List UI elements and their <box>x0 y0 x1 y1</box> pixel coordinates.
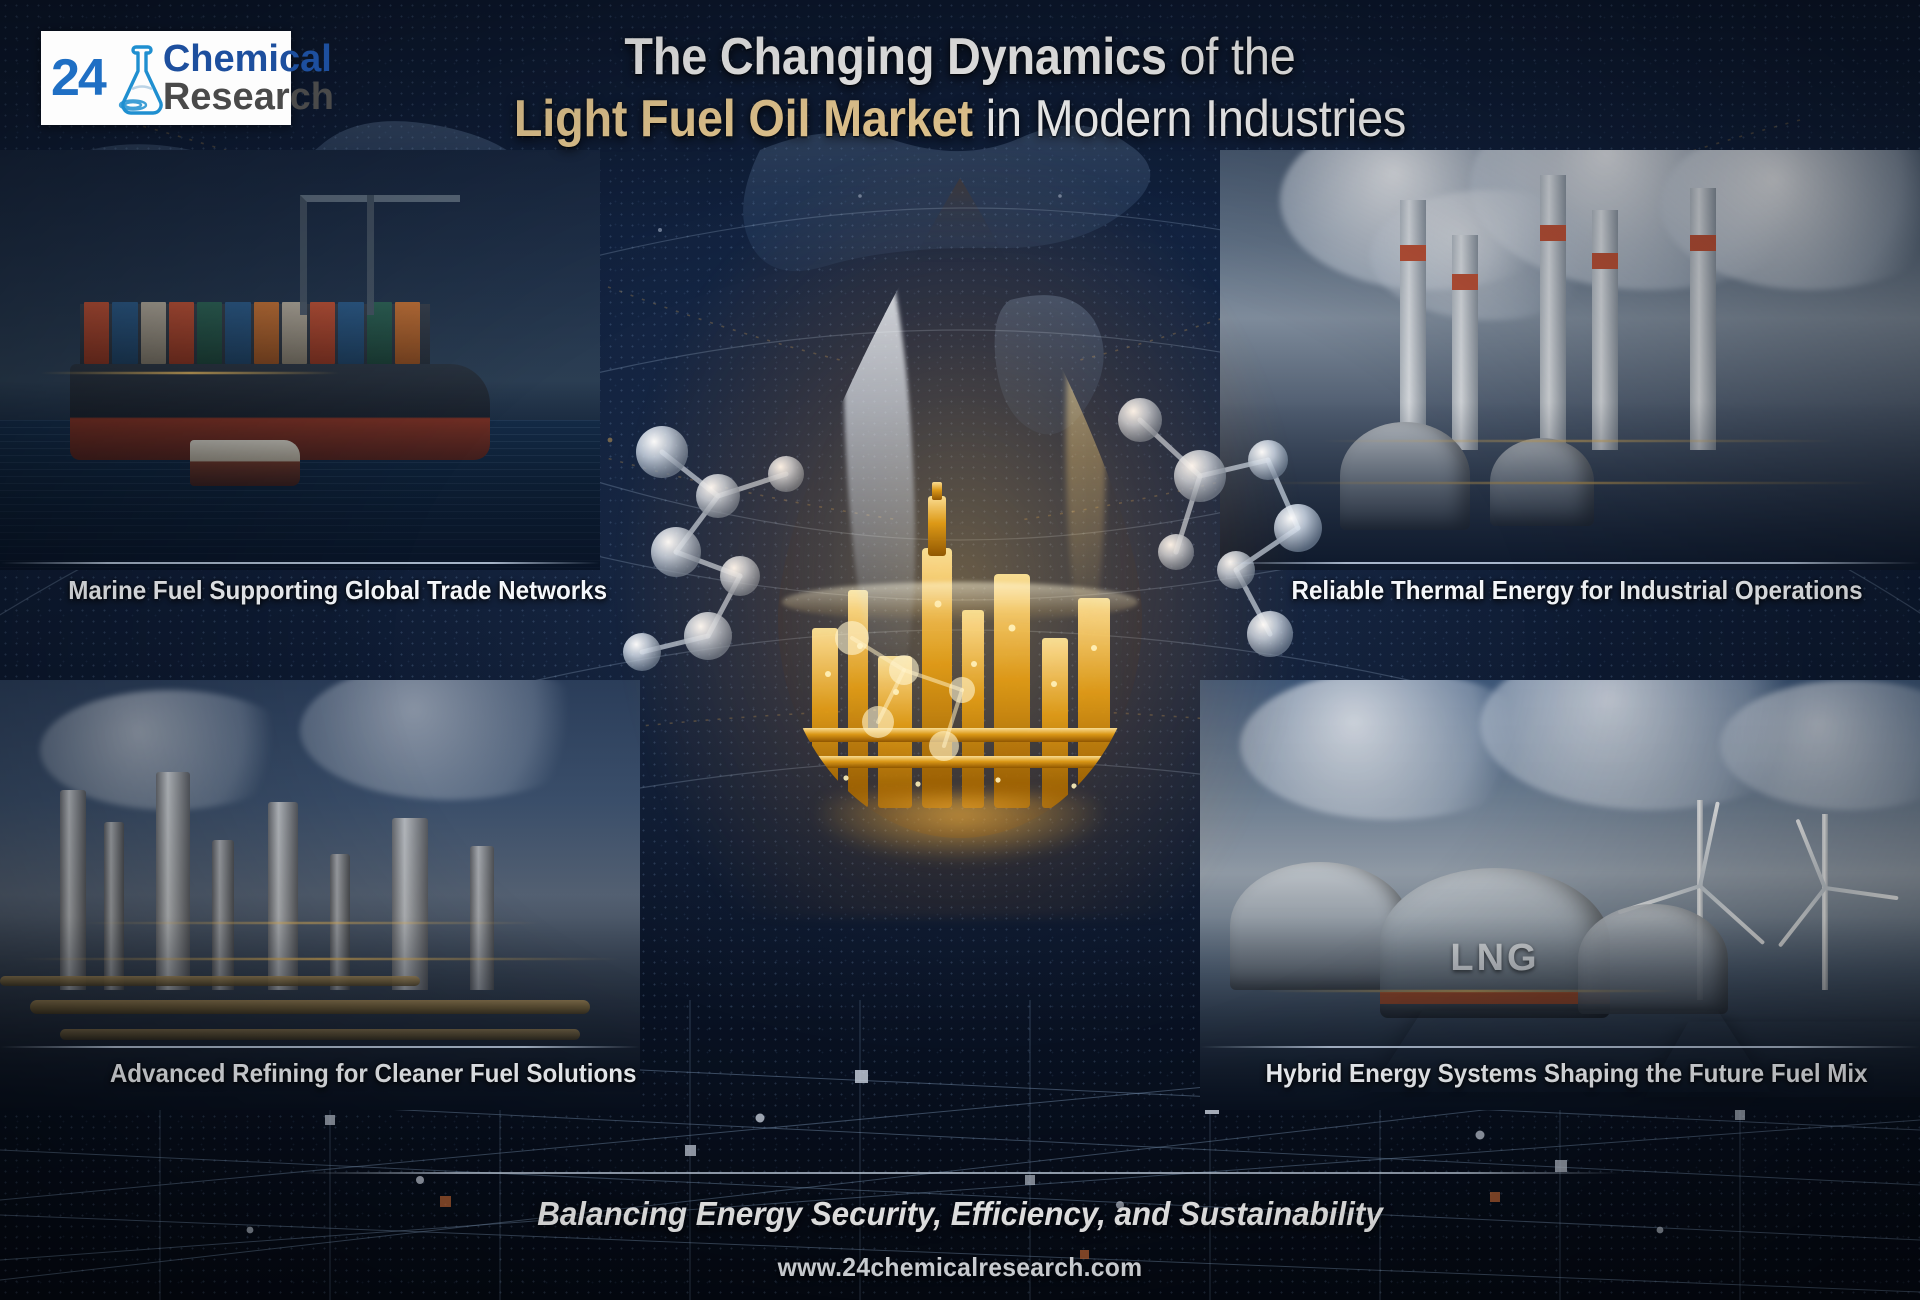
marine-fade <box>0 150 600 570</box>
hybrid-fade <box>1200 680 1920 1110</box>
caption-refinery: Advanced Refining for Cleaner Fuel Solut… <box>109 1058 637 1088</box>
title-line-2: Light Fuel Oil Market in Modern Industri… <box>96 92 1824 146</box>
divider-bottom-right <box>1200 1046 1920 1048</box>
footer-website-url[interactable]: www.24chemicalresearch.com <box>777 1252 1143 1282</box>
title-line2-light: in Modern Industries <box>972 90 1407 149</box>
flask-icon <box>118 45 163 115</box>
caption-marine: Marine Fuel Supporting Global Trade Netw… <box>68 575 608 605</box>
divider-bottom-left <box>0 1046 640 1048</box>
panel-refinery-photo <box>0 680 640 1110</box>
panel-thermal-photo <box>1220 150 1920 570</box>
divider-mid-right <box>1220 562 1920 564</box>
footer-tagline: Balancing Energy Security, Efficiency, a… <box>537 1195 1383 1232</box>
title-line-1: The Changing Dynamics of the <box>96 30 1824 84</box>
logo-word-chemical: Chemical <box>162 38 332 80</box>
oil-droplet-graphic <box>600 118 1320 918</box>
molecules-in-droplet <box>812 578 1032 778</box>
divider-footer <box>300 1172 1620 1174</box>
logo-number: 24 <box>51 49 107 107</box>
thermal-fade <box>1220 150 1920 570</box>
refinery-fade <box>0 680 640 1110</box>
title-accent-phrase: Light Fuel Oil Market <box>513 90 973 149</box>
caption-hybrid: Hybrid Energy Systems Shaping the Future… <box>1265 1058 1868 1088</box>
brand-logo[interactable]: 24 Chemical Research <box>41 31 334 125</box>
panel-marine-photo <box>0 150 600 570</box>
divider-mid-left <box>0 562 600 564</box>
logo-word-research: Research <box>162 76 334 118</box>
panel-hybrid-photo: LNG <box>1200 680 1920 1110</box>
caption-thermal: Reliable Thermal Energy for Industrial O… <box>1291 575 1863 605</box>
title-line1-strong: The Changing Dynamics <box>624 28 1167 86</box>
droplet-base-glow <box>810 794 1110 864</box>
title-line1-light: of the <box>1166 28 1296 86</box>
logo-wordmark: Chemical Research <box>163 40 334 116</box>
title-block: The Changing Dynamics of the Light Fuel … <box>0 30 1920 146</box>
